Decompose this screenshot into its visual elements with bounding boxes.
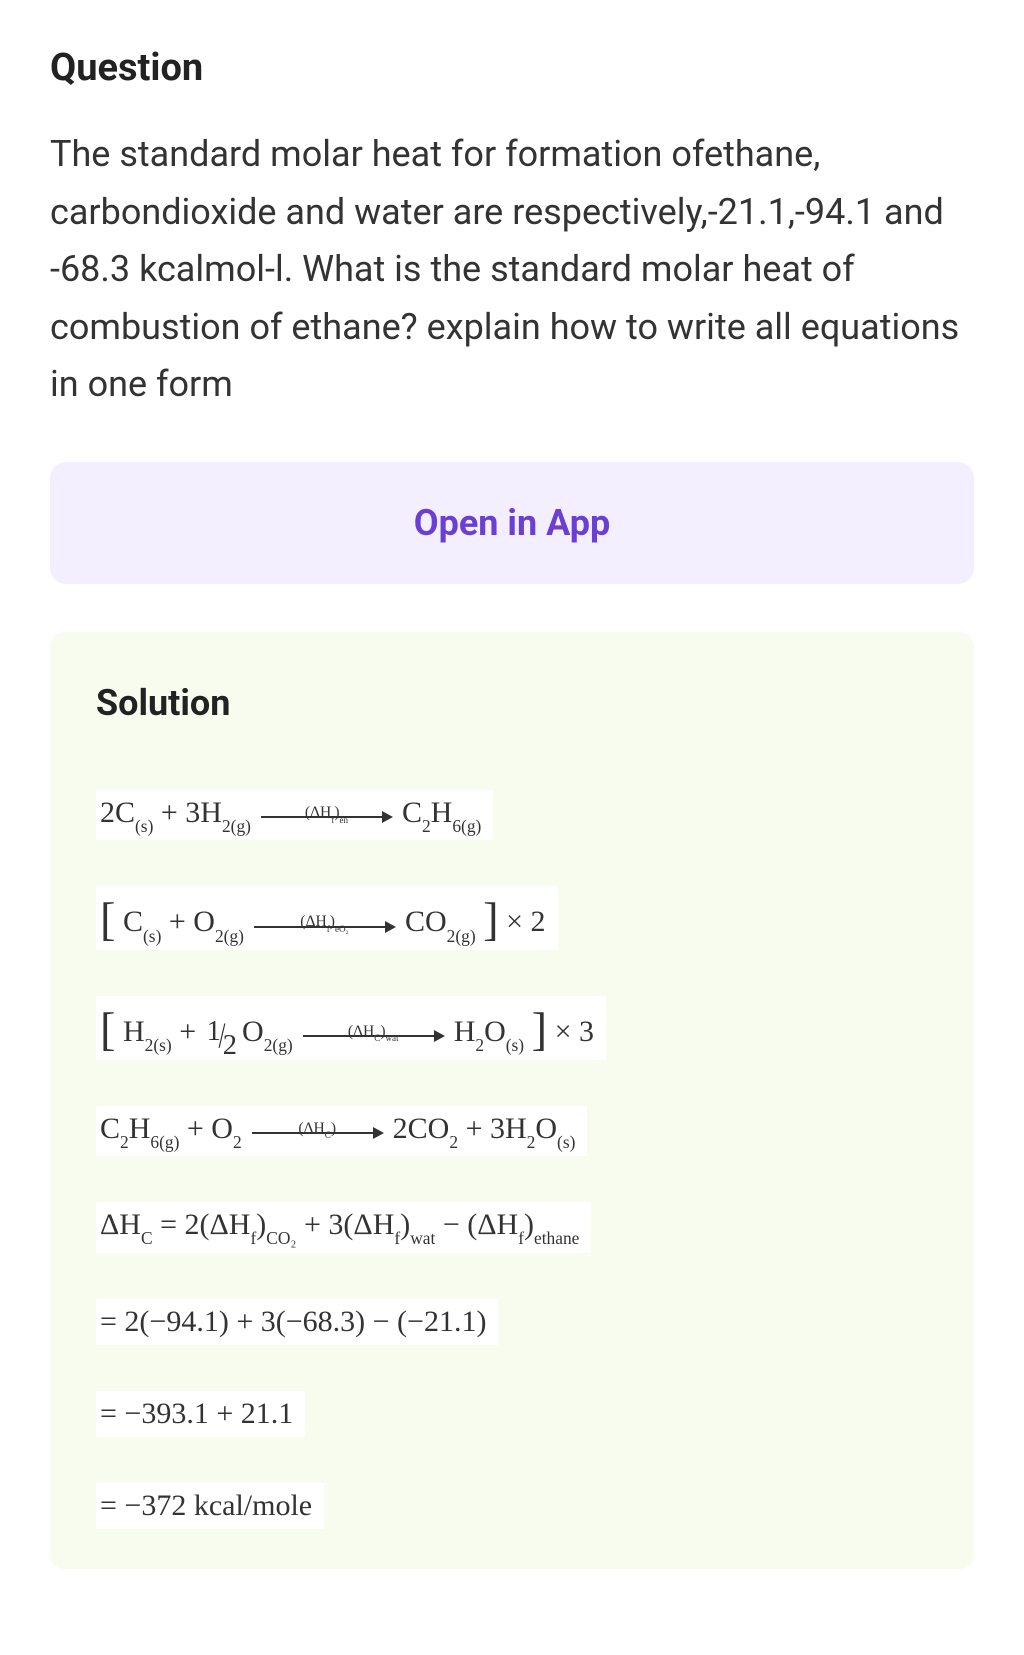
eq4-plus2: +	[458, 1112, 490, 1145]
eq3-rb: ]	[532, 1005, 548, 1056]
eq4-rcoef2: 3	[490, 1112, 505, 1145]
eq2-arrow: (ΔHf)eO₂	[254, 909, 394, 939]
eq1-rhs1: C	[402, 796, 422, 829]
eq5-lhs: ΔH	[100, 1208, 141, 1241]
eq3-lb: [	[100, 1005, 116, 1056]
equation-1: 2C(s) + 3H2(g) (ΔHf)en C2H6(g)	[96, 790, 493, 840]
eq4-rhs2: H	[505, 1112, 527, 1145]
eq3-sp2: O	[242, 1015, 264, 1048]
eq4-rsub2: 2	[527, 1132, 536, 1152]
equation-4: C2H6(g) + O2 (ΔHC) 2CO2 + 3H2O(s)	[96, 1106, 587, 1156]
eq4-plus1: +	[179, 1112, 211, 1145]
eq5-t1s: f	[250, 1228, 256, 1248]
equation-7: = −393.1 + 21.1	[96, 1391, 305, 1437]
eq2-sp1: C	[123, 905, 143, 938]
eq1-rsub2: 6(g)	[452, 816, 481, 836]
eq1-sub2: 2(g)	[222, 816, 251, 836]
eq5-t3d: ΔH	[477, 1208, 518, 1241]
eq5-t3t: ethane	[534, 1228, 579, 1248]
solution-card: Solution 2C(s) + 3H2(g) (ΔHf)en C2H6(g) …	[50, 632, 974, 1569]
eq3-half: 1/2	[204, 1016, 242, 1052]
equation-6: = 2(−94.1) + 3(−68.3) − (−21.1)	[96, 1299, 498, 1345]
equation-8: = −372 kcal/mole	[96, 1483, 324, 1529]
eq2-arrow-label: (ΔHf)eO₂	[300, 914, 348, 932]
equation-2: [ C(s) + O2(g) (ΔHf)eO₂ CO2(g) ] × 2	[96, 886, 558, 949]
eq4-arrow: (ΔHC)	[252, 1116, 382, 1146]
eq1-rsub1: 2	[422, 816, 431, 836]
eq2-lb: [	[100, 895, 116, 946]
eq4-rsub3: (s)	[557, 1132, 575, 1152]
eq2-sub1: (s)	[143, 926, 161, 946]
eq2-sp2: O	[193, 905, 215, 938]
eq1-rhs2: H	[431, 796, 453, 829]
open-in-app-button[interactable]: Open in App	[50, 462, 974, 584]
eq4-sub1: 2	[120, 1132, 129, 1152]
eq4-rcoef1: 2	[393, 1112, 408, 1145]
eq4-sub2: 6(g)	[150, 1132, 179, 1152]
eq2-rsub: 2(g)	[447, 926, 476, 946]
eq1-coef2: 3	[185, 796, 200, 829]
eq5-p1: +	[297, 1208, 329, 1241]
eq4-arrow-label: (ΔHC)	[298, 1121, 336, 1139]
eq4-sp3: O	[211, 1112, 233, 1145]
eq2-rb: ]	[483, 895, 499, 946]
eq5-t1cl: )	[256, 1208, 266, 1241]
eq4-rhs1: CO	[408, 1112, 450, 1145]
eq3-rsub2: (s)	[506, 1035, 524, 1055]
eq5-lsub: C	[141, 1228, 153, 1248]
eq3-sub2: 2(g)	[264, 1035, 293, 1055]
open-in-app-label: Open in App	[414, 502, 610, 544]
eq5-t1c: 2(	[185, 1208, 210, 1241]
eq5-t2s: f	[394, 1228, 400, 1248]
eq5-t3cl: )	[524, 1208, 534, 1241]
question-heading: Question	[50, 46, 974, 90]
eq5-t2c: 3(	[328, 1208, 353, 1241]
eq1-sp2: H	[200, 796, 222, 829]
eq5-t1t: CO₂	[266, 1228, 296, 1248]
eq5-t2d: ΔH	[353, 1208, 394, 1241]
eq5-t2t: wat	[410, 1228, 435, 1248]
page-container: Question The standard molar heat for for…	[0, 0, 1024, 1609]
eq4-rsub1: 2	[449, 1132, 458, 1152]
eq2-plus1: +	[161, 905, 193, 938]
eq1-coef1: 2	[100, 796, 115, 829]
eq4-rhs3: O	[535, 1112, 557, 1145]
eq1-sub1: (s)	[135, 816, 153, 836]
eq5-eq: =	[153, 1208, 185, 1241]
eq5-t1d: ΔH	[210, 1208, 251, 1241]
eq2-mult: × 2	[499, 905, 546, 938]
equation-3: [ H2(s) + 1/2O2(g) (ΔHC)wat H2O(s) ] × 3	[96, 996, 606, 1060]
eq4-sp2: H	[129, 1112, 151, 1145]
eq3-arrow: (ΔHC)wat	[303, 1019, 443, 1049]
eq5-t3s: f	[518, 1228, 524, 1248]
eq3-sp1: H	[123, 1015, 145, 1048]
eq4-sub3: 2	[233, 1132, 242, 1152]
eq1-arrow-label: (ΔHf)en	[305, 805, 348, 823]
eq1-arrow: (ΔHf)en	[261, 800, 391, 830]
eq4-sp1: C	[100, 1112, 120, 1145]
eq3-plus1: +	[172, 1015, 204, 1048]
solution-heading: Solution	[96, 682, 928, 724]
eq2-sub2: 2(g)	[215, 926, 244, 946]
eq5-t2cl: )	[400, 1208, 410, 1241]
eq3-sub1: 2(s)	[145, 1035, 172, 1055]
eq3-rhs1: H	[454, 1015, 476, 1048]
equation-5: ΔHC = 2(ΔHf)CO₂ + 3(ΔHf)wat − (ΔHf)ethan…	[96, 1202, 591, 1252]
eq3-rsub1: 2	[475, 1035, 484, 1055]
eq2-rhs: CO	[405, 905, 447, 938]
question-body: The standard molar heat for formation of…	[50, 126, 974, 414]
eq3-arrow-label: (ΔHC)wat	[348, 1024, 399, 1042]
eq5-m1: − (	[435, 1208, 477, 1241]
eq3-mult: × 3	[547, 1015, 594, 1048]
eq1-sp1: C	[115, 796, 135, 829]
eq3-rhs2: O	[484, 1015, 506, 1048]
eq1-plus1: +	[153, 796, 185, 829]
